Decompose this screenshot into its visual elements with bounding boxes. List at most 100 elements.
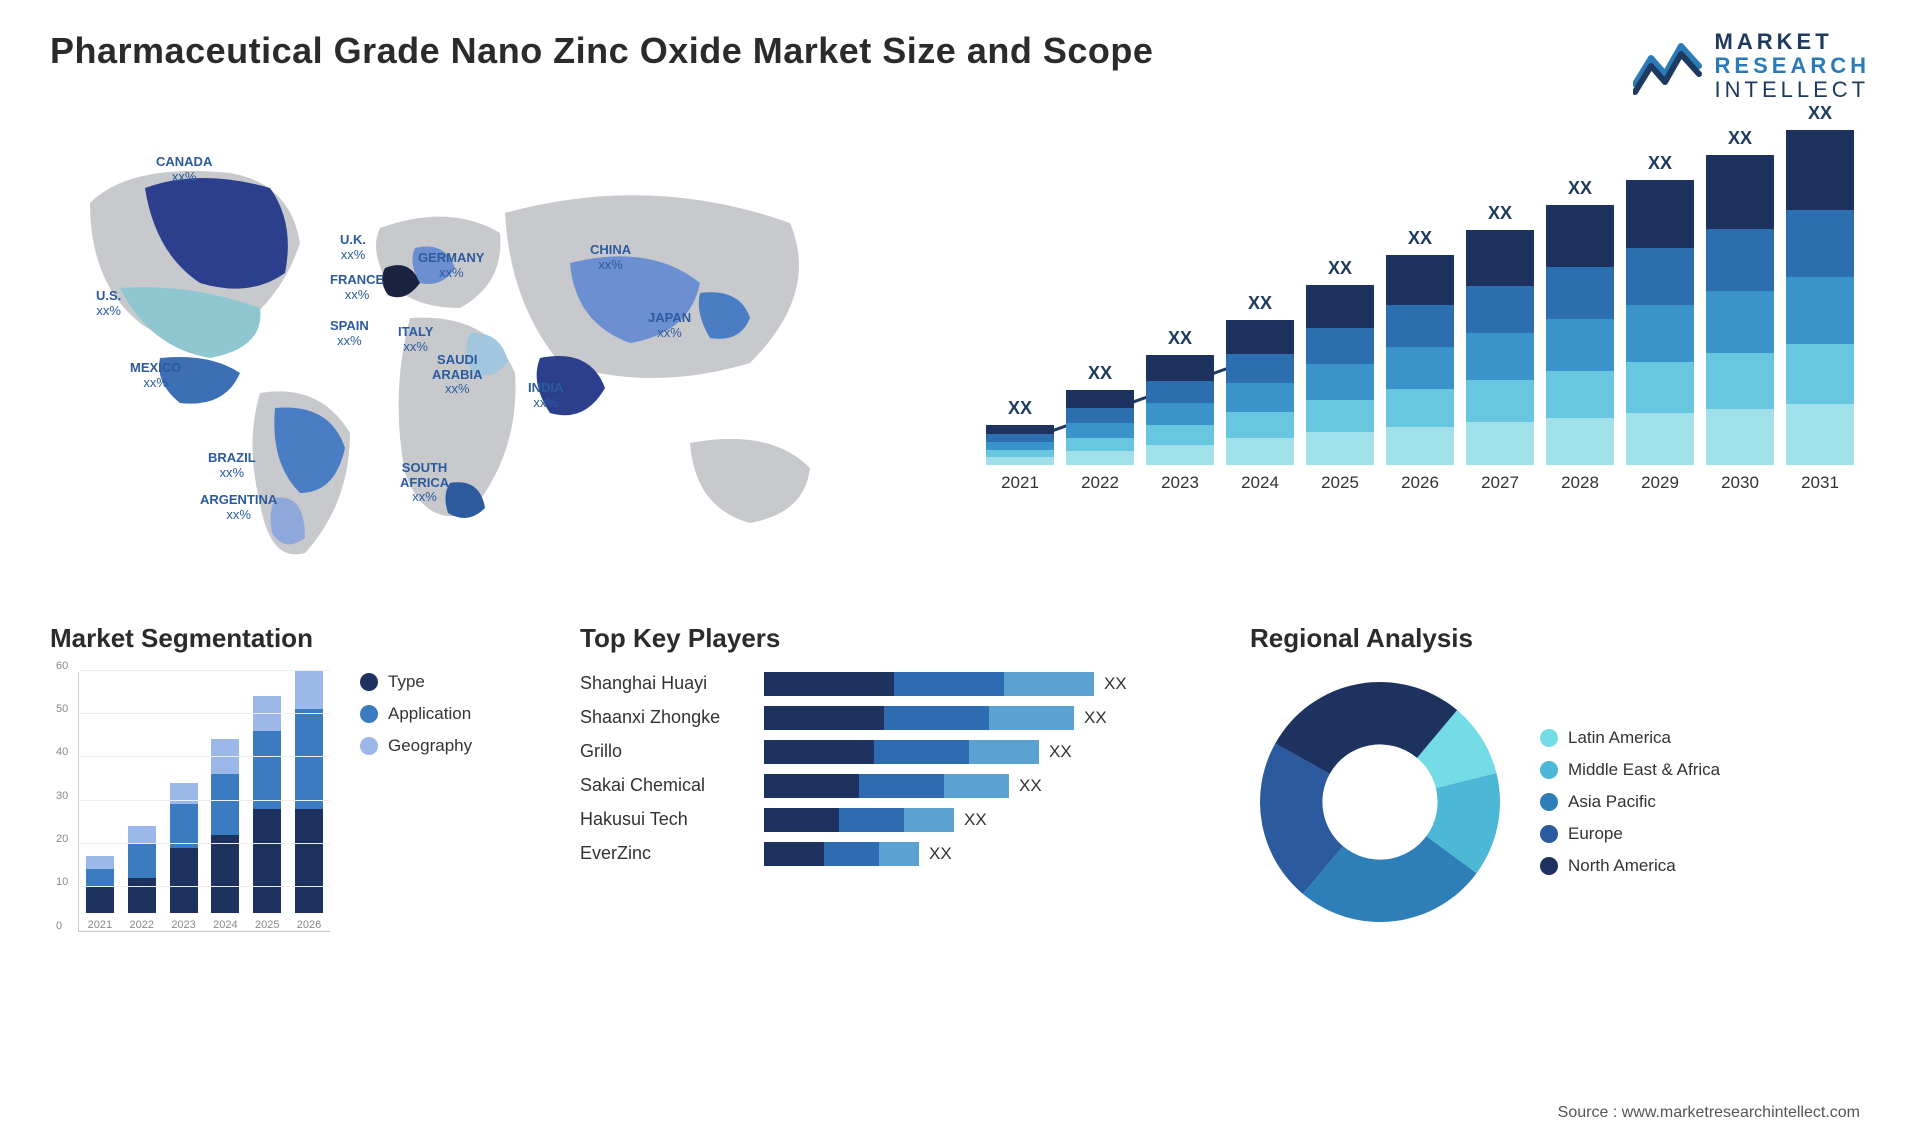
logo-text-3: INTELLECT [1715, 78, 1870, 102]
seg-y-tick: 60 [56, 660, 68, 672]
seg-y-tick: 50 [56, 703, 68, 715]
segmentation-section: Market Segmentation 20212022202320242025… [50, 623, 530, 972]
map-country-label: SPAINxx% [330, 319, 369, 349]
player-row: Grillo XX [580, 740, 1200, 764]
segmentation-bar: 2021 [86, 856, 114, 930]
bar-x-label: 2030 [1721, 473, 1759, 493]
segmentation-bar: 2025 [253, 696, 281, 931]
map-country-label: GERMANYxx% [418, 251, 484, 281]
legend-label: Geography [388, 736, 472, 756]
player-value: XX [1019, 776, 1042, 796]
player-bar [764, 672, 1094, 696]
legend-swatch-icon [1540, 825, 1558, 843]
player-bar [764, 808, 954, 832]
bar-x-label: 2026 [1401, 473, 1439, 493]
legend-swatch-icon [1540, 761, 1558, 779]
player-name: Shaanxi Zhongke [580, 707, 750, 728]
player-row: EverZinc XX [580, 842, 1200, 866]
player-row: Sakai ChemicalXX [580, 774, 1200, 798]
legend-label: Latin America [1568, 728, 1671, 748]
legend-swatch-icon [360, 705, 378, 723]
main-chart-bar: XX 2026 [1380, 228, 1460, 493]
player-value: XX [1049, 742, 1072, 762]
main-chart-bar: XX 2031 [1780, 103, 1860, 493]
brand-logo: MARKET RESEARCH INTELLECT [1633, 30, 1870, 103]
bar-value-label: XX [1008, 398, 1032, 419]
main-chart-bar: XX 2023 [1140, 328, 1220, 493]
legend-swatch-icon [1540, 729, 1558, 747]
bar-value-label: XX [1088, 363, 1112, 384]
bar-value-label: XX [1808, 103, 1832, 124]
legend-item: North America [1540, 856, 1720, 876]
bar-x-label: 2029 [1641, 473, 1679, 493]
regional-title: Regional Analysis [1250, 623, 1870, 654]
main-chart-bar: XX 2025 [1300, 258, 1380, 493]
map-country-label: CANADAxx% [156, 155, 212, 185]
legend-item: Europe [1540, 824, 1720, 844]
bar-x-label: 2021 [1001, 473, 1039, 493]
logo-mark-icon [1633, 36, 1703, 96]
regional-legend: Latin America Middle East & Africa Asia Pa… [1540, 728, 1720, 876]
bar-x-label: 2023 [1161, 473, 1199, 493]
source-attribution: Source : www.marketresearchintellect.com [1558, 1104, 1860, 1122]
seg-y-tick: 30 [56, 790, 68, 802]
bar-x-label: 2025 [1321, 473, 1359, 493]
map-country-label: MEXICOxx% [130, 361, 181, 391]
legend-swatch-icon [360, 673, 378, 691]
legend-item: Latin America [1540, 728, 1720, 748]
player-value: XX [964, 810, 987, 830]
player-row: Shanghai HuayiXX [580, 672, 1200, 696]
bar-value-label: XX [1488, 203, 1512, 224]
bar-x-label: 2024 [1241, 473, 1279, 493]
seg-y-tick: 20 [56, 833, 68, 845]
page-title: Pharmaceutical Grade Nano Zinc Oxide Mar… [50, 30, 1153, 72]
main-chart-bar: XX 2021 [980, 398, 1060, 493]
players-title: Top Key Players [580, 623, 1200, 654]
legend-item: Type [360, 672, 472, 692]
bar-value-label: XX [1328, 258, 1352, 279]
main-chart-bar: XX 2022 [1060, 363, 1140, 493]
segmentation-bar: 2022 [128, 826, 156, 931]
map-country-label: SAUDIARABIAxx% [432, 353, 483, 398]
player-value: XX [929, 844, 952, 864]
main-chart-bar: XX2029 [1620, 153, 1700, 493]
bar-value-label: XX [1408, 228, 1432, 249]
seg-y-tick: 10 [56, 876, 68, 888]
map-country-label: U.K.xx% [340, 233, 366, 263]
player-name: Grillo [580, 741, 750, 762]
legend-label: Application [388, 704, 471, 724]
segmentation-legend: Type Application Geography [360, 672, 472, 756]
player-name: Shanghai Huayi [580, 673, 750, 694]
player-name: EverZinc [580, 843, 750, 864]
bar-x-label: 2031 [1801, 473, 1839, 493]
legend-label: Asia Pacific [1568, 792, 1656, 812]
player-bar [764, 740, 1039, 764]
player-row: Shaanxi Zhongke XX [580, 706, 1200, 730]
legend-label: Middle East & Africa [1568, 760, 1720, 780]
map-country-label: INDIAxx% [528, 381, 563, 411]
map-country-label: CHINAxx% [590, 243, 631, 273]
player-value: XX [1084, 708, 1107, 728]
regional-donut-chart [1250, 672, 1510, 932]
bar-value-label: XX [1168, 328, 1192, 349]
world-map: CANADAxx%U.S.xx%MEXICOxx%BRAZILxx%ARGENT… [50, 133, 920, 573]
map-country-label: BRAZILxx% [208, 451, 256, 481]
main-chart-bar: XX 2027 [1460, 203, 1540, 493]
legend-swatch-icon [360, 737, 378, 755]
main-chart-bar: XX2024 [1220, 293, 1300, 493]
map-country-label: JAPANxx% [648, 311, 691, 341]
legend-item: Middle East & Africa [1540, 760, 1720, 780]
bar-x-label: 2022 [1081, 473, 1119, 493]
players-section: Top Key Players Shanghai HuayiXXShaanxi … [580, 623, 1200, 876]
legend-swatch-icon [1540, 793, 1558, 811]
legend-label: Europe [1568, 824, 1623, 844]
player-name: Hakusui Tech [580, 809, 750, 830]
bar-x-label: 2027 [1481, 473, 1519, 493]
map-country-label: SOUTHAFRICAxx% [400, 461, 449, 506]
bar-value-label: XX [1728, 128, 1752, 149]
legend-swatch-icon [1540, 857, 1558, 875]
logo-text-2: RESEARCH [1715, 54, 1870, 78]
seg-y-tick: 40 [56, 746, 68, 758]
legend-label: Type [388, 672, 425, 692]
player-bar [764, 774, 1009, 798]
